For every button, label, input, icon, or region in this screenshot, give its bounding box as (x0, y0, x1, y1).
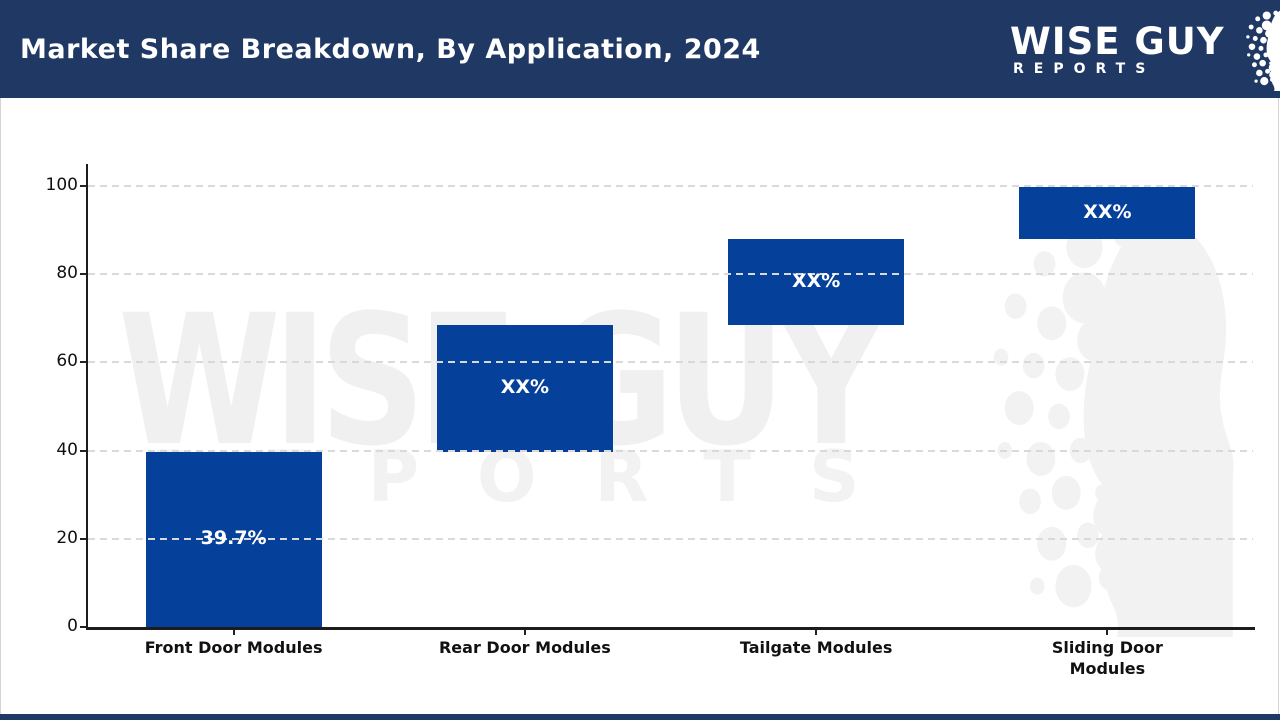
watermark-face-icon (993, 213, 1234, 637)
bar-value-label: 39.7% (200, 527, 267, 550)
header-bar: Market Share Breakdown, By Application, … (0, 0, 1280, 98)
y-tick-label: 20 (56, 527, 78, 548)
x-tick-mark (1106, 627, 1109, 635)
y-tick-label: 80 (56, 263, 78, 284)
bar-sliding-door-modules (1019, 186, 1196, 239)
frame-border-right (1278, 98, 1279, 714)
frame-border-left (0, 98, 1, 714)
y-tick-label: 40 (56, 439, 78, 460)
brand-logo-text: WISE GUY REPORTS (1010, 19, 1225, 78)
bar-value-label: XX% (1083, 200, 1132, 223)
bar-value-label: XX% (500, 376, 550, 399)
brand-name: WISE GUY (1010, 19, 1225, 63)
gridline-20 (88, 537, 1253, 540)
x-tick-label: Front Door Modules (144, 638, 323, 657)
brand-subname: REPORTS (1013, 61, 1156, 78)
gridline-60 (88, 361, 1253, 364)
x-tick-mark (815, 627, 818, 635)
x-tick-label: Rear Door Modules (438, 638, 611, 657)
y-tick-label: 100 (45, 175, 78, 195)
x-axis-line (86, 627, 1255, 630)
x-tick-mark (523, 627, 526, 635)
x-tick-mark (232, 627, 235, 635)
y-tick-mark (80, 185, 87, 187)
gridline-80 (88, 273, 1253, 276)
y-tick-label: 60 (56, 351, 78, 372)
y-tick-mark (80, 449, 87, 452)
y-tick-mark (80, 537, 87, 540)
y-axis-line (86, 164, 88, 629)
bar-tailgate-modules (728, 238, 905, 325)
x-tick-label: Sliding Door Modules (1051, 638, 1163, 678)
x-tick-label: Tailgate Modules (739, 638, 893, 657)
bar-rear-door-modules (436, 324, 613, 452)
bar-value-label: XX% (791, 269, 841, 292)
gridline-40 (88, 449, 1253, 452)
brand-face-icon (1245, 9, 1280, 91)
y-tick-mark (80, 361, 87, 364)
page-title: Market Share Breakdown, By Application, … (20, 33, 761, 65)
gridline-100 (88, 185, 1253, 187)
footer-bar (0, 714, 1280, 720)
y-tick-mark (80, 626, 87, 628)
y-tick-label: 0 (67, 616, 78, 636)
y-tick-mark (80, 273, 87, 276)
brand-logo: WISE GUY REPORTS (1010, 6, 1280, 94)
